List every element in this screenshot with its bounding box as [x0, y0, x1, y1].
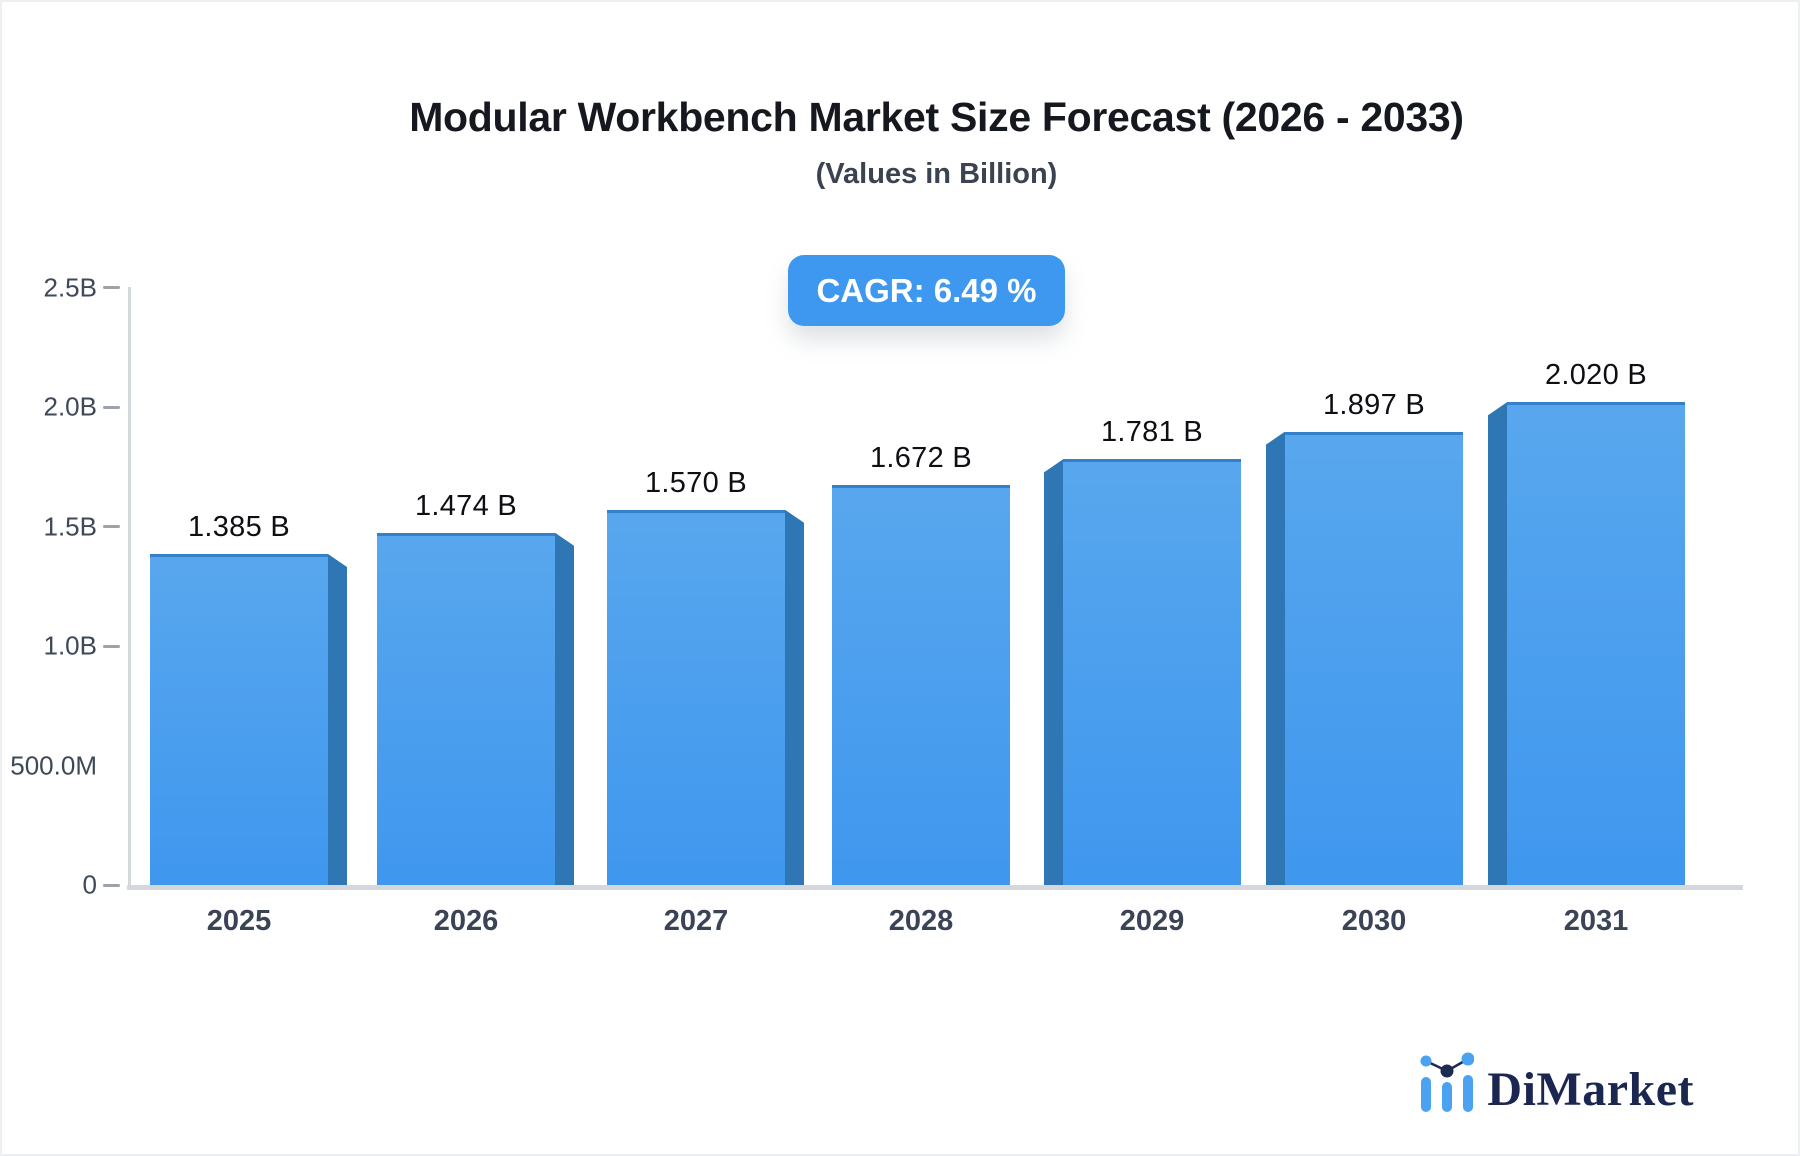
y-tick-dash [103, 286, 120, 289]
x-tick-label: 2030 [1341, 905, 1407, 937]
y-tick-dash [103, 644, 120, 648]
bar-value-label: 1.781 B [1100, 416, 1204, 449]
y-axis-line [128, 287, 131, 887]
y-tick-dash [103, 525, 120, 528]
cagr-badge: CAGR: 6.49 % [788, 255, 1065, 326]
chart-title: Modular Workbench Market Size Forecast (… [409, 94, 1464, 140]
dimarket-logo-icon [1420, 1052, 1475, 1112]
y-tick-label: 1.0B [43, 630, 98, 661]
x-tick-label: 2026 [433, 905, 499, 937]
y-tick-dash [103, 405, 120, 409]
bar-value-label: 1.474 B [414, 489, 518, 522]
bar-value-label: 1.897 B [1322, 388, 1426, 421]
brand-logo: DiMarket [1418, 1050, 1694, 1114]
brand-name: DiMarket [1487, 1063, 1694, 1116]
x-axis-baseline [127, 885, 1743, 890]
bar-side-shade [555, 532, 574, 885]
bar-2030 [1266, 431, 1463, 885]
chart-header: Modular Workbench Market Size Forecast (… [130, 94, 1743, 191]
y-tick-dash [103, 883, 120, 887]
bar-side-shade [785, 509, 804, 885]
y-tick-label: 0 [82, 869, 97, 900]
x-tick-label: 2025 [206, 905, 272, 937]
chart-subtitle: (Values in Billion) [815, 158, 1058, 190]
x-tick-label: 2031 [1563, 905, 1629, 937]
bar-face [1507, 402, 1685, 885]
bar-2031 [1488, 402, 1685, 885]
bar-face [1063, 459, 1241, 885]
bar-side-shade [1044, 459, 1063, 885]
y-tick-label: 500.0M [10, 750, 97, 780]
bar-side-shade [1266, 431, 1285, 885]
bar-face [377, 532, 555, 885]
bar-2027 [607, 509, 804, 885]
bar-2028 [832, 485, 1010, 885]
x-tick-label: 2029 [1119, 905, 1185, 937]
bar-face [607, 509, 785, 885]
bar-face [1285, 431, 1463, 885]
bar-value-label: 1.385 B [187, 511, 291, 543]
x-tick-label: 2027 [663, 905, 729, 937]
bar-value-label: 2.020 B [1544, 359, 1648, 392]
bar-face [832, 485, 1010, 885]
bar-2029 [1044, 459, 1241, 885]
bar-2025 [150, 554, 347, 885]
x-tick-label: 2028 [888, 905, 954, 937]
bar-side-shade [1488, 402, 1507, 885]
y-tick-label: 2.0B [43, 391, 98, 422]
bar-2026 [377, 532, 574, 885]
bar-value-label: 1.672 B [869, 442, 973, 475]
bar-face [150, 554, 328, 885]
bar-value-label: 1.570 B [644, 466, 748, 499]
bar-side-shade [328, 554, 347, 885]
y-tick-label: 2.5B [43, 272, 98, 302]
y-tick-label: 1.5B [43, 511, 98, 541]
